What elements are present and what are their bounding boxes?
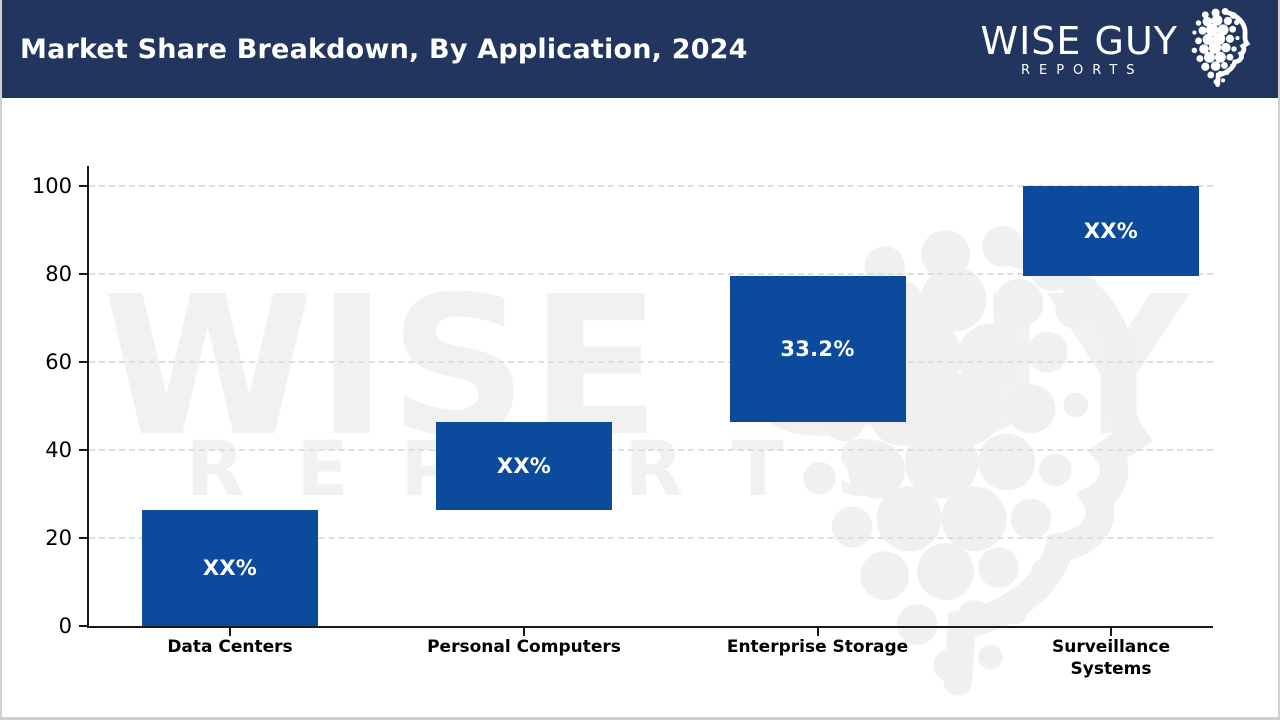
bar-value-label: XX% xyxy=(496,453,552,478)
y-tick-label: 0 xyxy=(58,614,72,638)
y-tick-label: 40 xyxy=(45,438,72,462)
logo-text: WISE GUY REPORTS xyxy=(981,22,1178,77)
y-tick-mark xyxy=(79,625,88,627)
header-bar: Market Share Breakdown, By Application, … xyxy=(0,0,1280,98)
x-tick-mark xyxy=(229,628,231,636)
wiseguy-logo: WISE GUY REPORTS xyxy=(981,8,1254,90)
logo-subtitle: REPORTS xyxy=(1020,62,1144,78)
gridline-80 xyxy=(89,273,1213,275)
gridline-100 xyxy=(89,185,1213,187)
category-label-personal-computers: Personal Computers xyxy=(427,637,621,657)
x-tick-mark xyxy=(816,628,819,636)
page-title: Market Share Breakdown, By Application, … xyxy=(20,33,748,65)
logo-name: WISE GUY xyxy=(980,18,1178,63)
y-tick-label: 100 xyxy=(31,174,72,198)
bar-surveillance-systems: XX% xyxy=(1023,186,1199,276)
category-label-surveillance-systems: Surveillance Systems xyxy=(1051,637,1170,680)
bar-value-label: XX% xyxy=(202,555,258,580)
bar-data-centers: XX% xyxy=(142,509,318,626)
y-tick-mark xyxy=(79,273,88,275)
y-tick-mark xyxy=(79,449,88,451)
bar-personal-computers: XX% xyxy=(436,421,612,510)
gridline-60 xyxy=(89,361,1213,363)
wiseguy-face-logo-icon xyxy=(1191,8,1251,87)
y-tick-label: 80 xyxy=(45,262,72,286)
gridline-20 xyxy=(89,537,1213,539)
x-tick-mark xyxy=(1110,628,1112,636)
y-tick-mark xyxy=(79,185,88,187)
y-tick-mark xyxy=(79,537,88,539)
gridline-40 xyxy=(89,449,1213,451)
y-tick-mark xyxy=(79,361,88,363)
y-axis-line xyxy=(87,166,89,628)
bar-enterprise-storage: 33.2% xyxy=(729,275,906,422)
bar-value-label: 33.2% xyxy=(780,336,855,361)
category-label-data-centers: Data Centers xyxy=(167,637,293,657)
bar-value-label: XX% xyxy=(1083,218,1139,243)
x-axis-line xyxy=(87,626,1213,628)
x-tick-mark xyxy=(523,628,525,636)
y-tick-label: 60 xyxy=(45,350,72,374)
category-label-enterprise-storage: Enterprise Storage xyxy=(726,637,909,657)
y-tick-label: 20 xyxy=(45,526,72,550)
